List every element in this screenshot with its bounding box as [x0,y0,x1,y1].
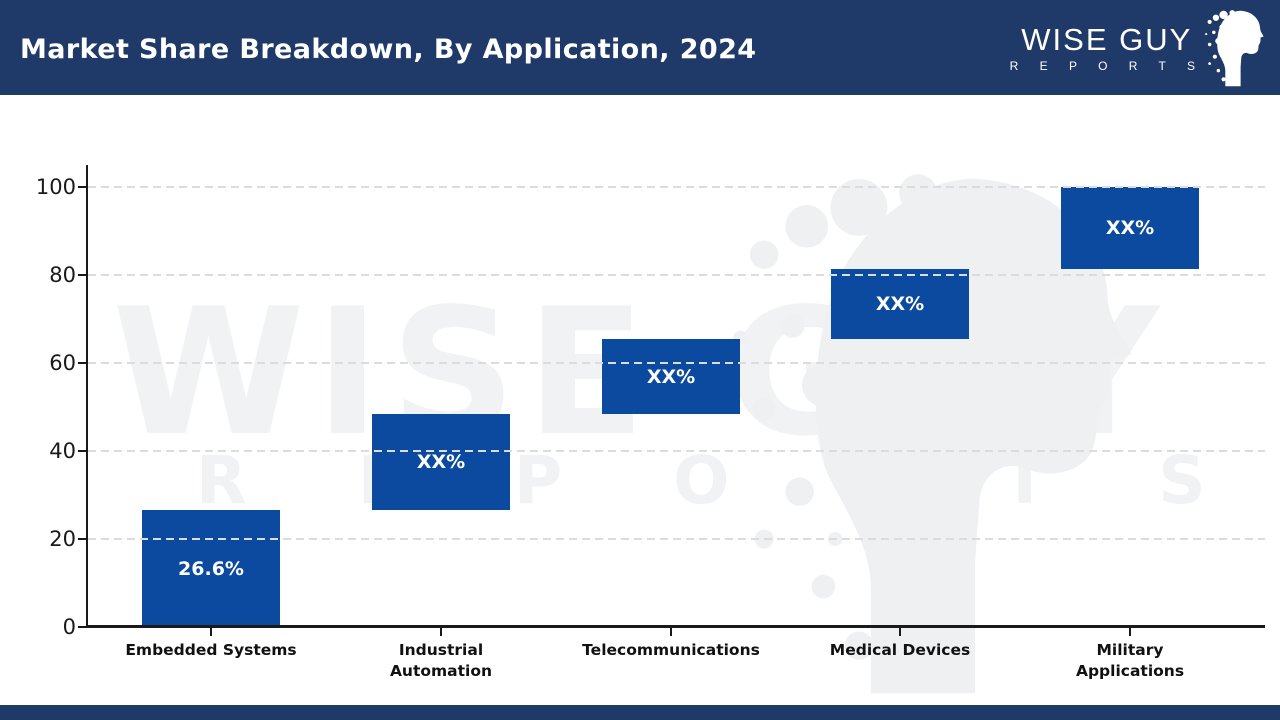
y-axis-line [86,165,88,627]
y-tick-label: 20 [49,527,76,551]
y-tick-label: 100 [35,175,76,199]
y-tick-label: 0 [62,615,76,639]
x-tickmark [1129,628,1131,636]
bar-value-label: XX% [646,365,696,388]
bar-military-applications: XX% [1061,187,1199,269]
gridline-60 [88,362,1265,364]
footer-bar [0,705,1280,720]
x-tickmark [210,628,212,636]
y-tickmark-40 [78,450,86,452]
gridline-100 [88,186,1265,188]
brand-logo-text: WISE GUY R E P O R T S [1010,24,1204,72]
x-tickmark [670,628,672,636]
bar-value-label: XX% [1105,217,1155,239]
header-bar: Market Share Breakdown, By Application, … [0,0,1280,95]
gridline-80 [88,274,1265,276]
bar-embedded-systems: 26.6% [142,510,280,627]
y-tickmark-0 [78,626,86,628]
bar-value-label: XX% [875,293,925,315]
x-category-label: Medical Devices [829,641,971,659]
y-tickmark-60 [78,362,86,364]
gridline-20 [88,538,1265,540]
x-category-label: Industrial Automation [389,641,493,680]
brand-logo: WISE GUY R E P O R T S [1010,8,1270,88]
gridline-40 [88,450,1265,452]
brand-subtitle: R E P O R T S [1009,59,1204,73]
bar-value-label: XX% [416,451,466,473]
x-tickmark [899,628,901,636]
y-tick-label: 80 [49,263,76,287]
bar-telecommunications: XX% [602,339,740,414]
y-tickmark-100 [78,186,86,188]
brand-head-icon [1205,10,1264,87]
x-tickmark [440,628,442,636]
y-tickmark-80 [78,274,86,276]
y-tickmark-20 [78,538,86,540]
y-tick-label: 40 [49,439,76,463]
brand-name: WISE GUY [1021,22,1193,57]
bar-medical-devices: XX% [831,269,969,339]
bar-industrial-automation: XX% [372,414,510,510]
x-category-label: Telecommunications [582,641,760,659]
bar-value-label: 26.6% [178,557,244,580]
x-category-label: Military Applications [1075,641,1185,680]
page-title: Market Share Breakdown, By Application, … [20,34,757,65]
x-category-label: Embedded Systems [125,641,297,659]
y-tick-label: 60 [49,351,76,375]
x-axis-line [86,625,1265,628]
